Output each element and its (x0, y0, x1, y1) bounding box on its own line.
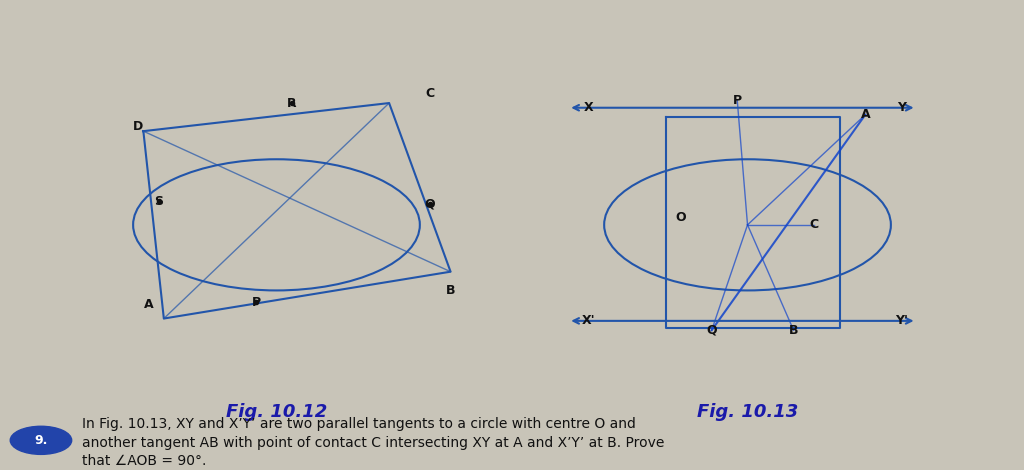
Text: C: C (426, 87, 434, 100)
Text: Y: Y (897, 101, 905, 114)
Text: D: D (133, 120, 143, 133)
Text: 9.: 9. (34, 434, 48, 447)
Text: B: B (445, 284, 456, 297)
Text: Q: Q (707, 324, 717, 337)
Text: A: A (860, 108, 870, 121)
Text: X: X (584, 101, 594, 114)
Text: C: C (810, 219, 818, 231)
Text: X': X' (582, 314, 596, 328)
Text: P: P (252, 296, 260, 309)
Text: S: S (155, 195, 163, 208)
Circle shape (10, 426, 72, 454)
Text: that ∠AOB = 90°.: that ∠AOB = 90°. (82, 454, 206, 469)
Text: A: A (143, 298, 154, 311)
Text: In Fig. 10.13, XY and X’Y’ are two parallel tangents to a circle with centre O a: In Fig. 10.13, XY and X’Y’ are two paral… (82, 417, 636, 431)
Text: Fig. 10.13: Fig. 10.13 (697, 403, 798, 421)
Text: Q: Q (425, 197, 435, 210)
Text: Y': Y' (895, 314, 907, 328)
Text: O: O (676, 212, 686, 224)
Text: P: P (733, 94, 741, 107)
Text: Fig. 10.12: Fig. 10.12 (226, 403, 327, 421)
Text: another tangent AB with point of contact C intersecting XY at A and X’Y’ at B. P: another tangent AB with point of contact… (82, 436, 665, 450)
Text: B: B (788, 324, 799, 337)
Text: R: R (287, 96, 297, 110)
